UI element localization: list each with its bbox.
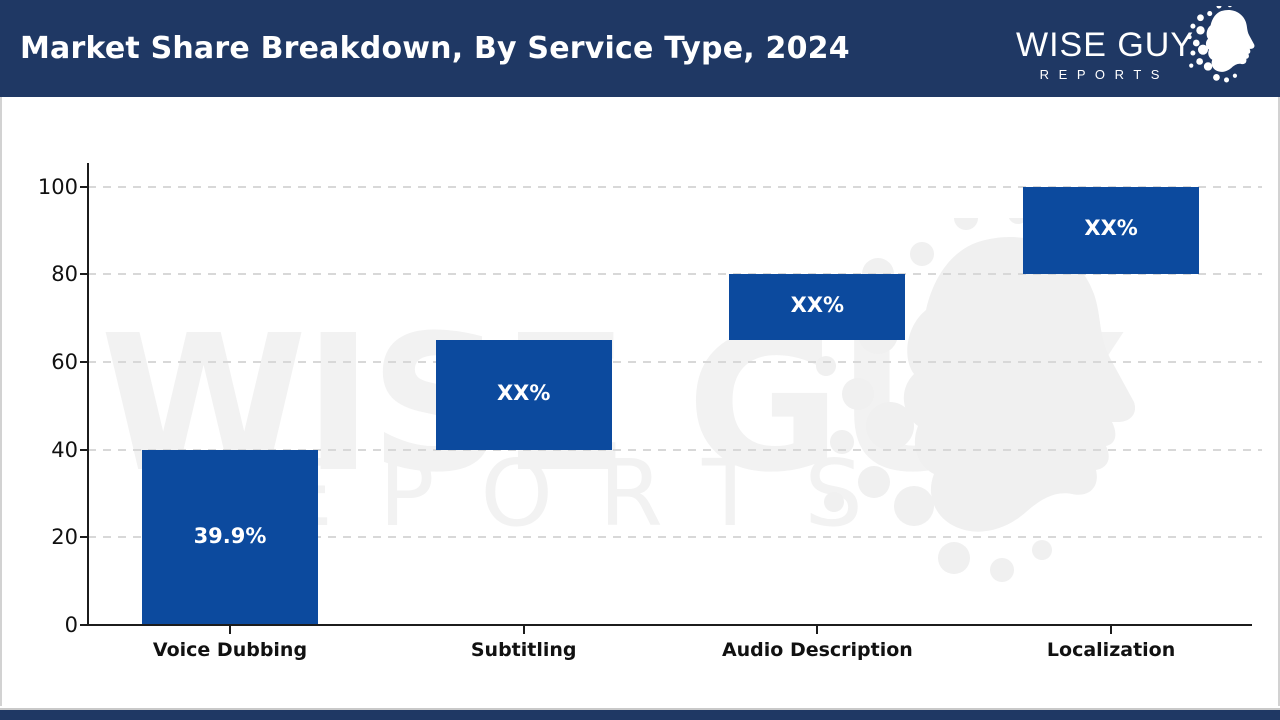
bar-audio-description [729, 274, 906, 340]
y-tick-20 [80, 536, 88, 539]
panel-border-left [0, 97, 2, 706]
bar-subtitling [435, 339, 612, 450]
x-tick-0 [229, 626, 231, 634]
gridline-20 [88, 536, 1262, 539]
x-tick-3 [1110, 626, 1113, 634]
bar-value-label: XX% [496, 380, 551, 405]
footer-bar [0, 708, 1280, 720]
header-bar: Market Share Breakdown, By Service Type,… [0, 0, 1280, 97]
page-title: Market Share Breakdown, By Service Type,… [20, 31, 850, 66]
bar-value-label: XX% [790, 293, 845, 318]
x-axis-spine [87, 624, 1252, 626]
panel-border-right [1278, 97, 1280, 706]
x-category-label: Audio Description [721, 639, 913, 661]
bar-localization [1023, 186, 1200, 275]
y-tick-100 [80, 185, 88, 188]
gridline-100 [88, 185, 1262, 188]
dotted-head-logo-icon [1182, 6, 1266, 90]
y-tick-label-60: 60 [51, 349, 78, 374]
bar-value-label: XX% [1084, 216, 1138, 241]
y-tick-60 [80, 360, 88, 363]
gridline-80 [88, 273, 1262, 276]
y-tick-label-80: 80 [51, 262, 78, 287]
gridline-40 [88, 448, 1262, 451]
x-category-label: Localization [1046, 639, 1176, 661]
y-tick-label-100: 100 [37, 174, 78, 199]
y-tick-label-0: 0 [64, 613, 78, 637]
y-tick-label-40: 40 [51, 437, 78, 462]
brand-subtitle: R E P O R T S [1039, 67, 1163, 82]
y-axis-spine [87, 163, 89, 626]
gridline-60 [88, 360, 1262, 363]
x-category-label: Voice Dubbing [152, 639, 308, 661]
brand-logo-text: WISE GUY R E P O R T S [1016, 26, 1195, 82]
bar-value-label: 39.9% [193, 523, 267, 548]
x-tick-1 [522, 626, 525, 634]
y-tick-0 [80, 624, 88, 626]
brand-name: WISE GUY [1016, 26, 1195, 64]
y-tick-80 [80, 273, 88, 276]
x-category-label: Subtitling [470, 639, 577, 661]
bar-voice-dubbing [142, 450, 318, 625]
x-tick-2 [816, 626, 819, 634]
y-tick-label-20: 20 [51, 525, 78, 550]
y-tick-40 [80, 448, 88, 451]
brand-logo: WISE GUY R E P O R T S [1016, 6, 1266, 92]
